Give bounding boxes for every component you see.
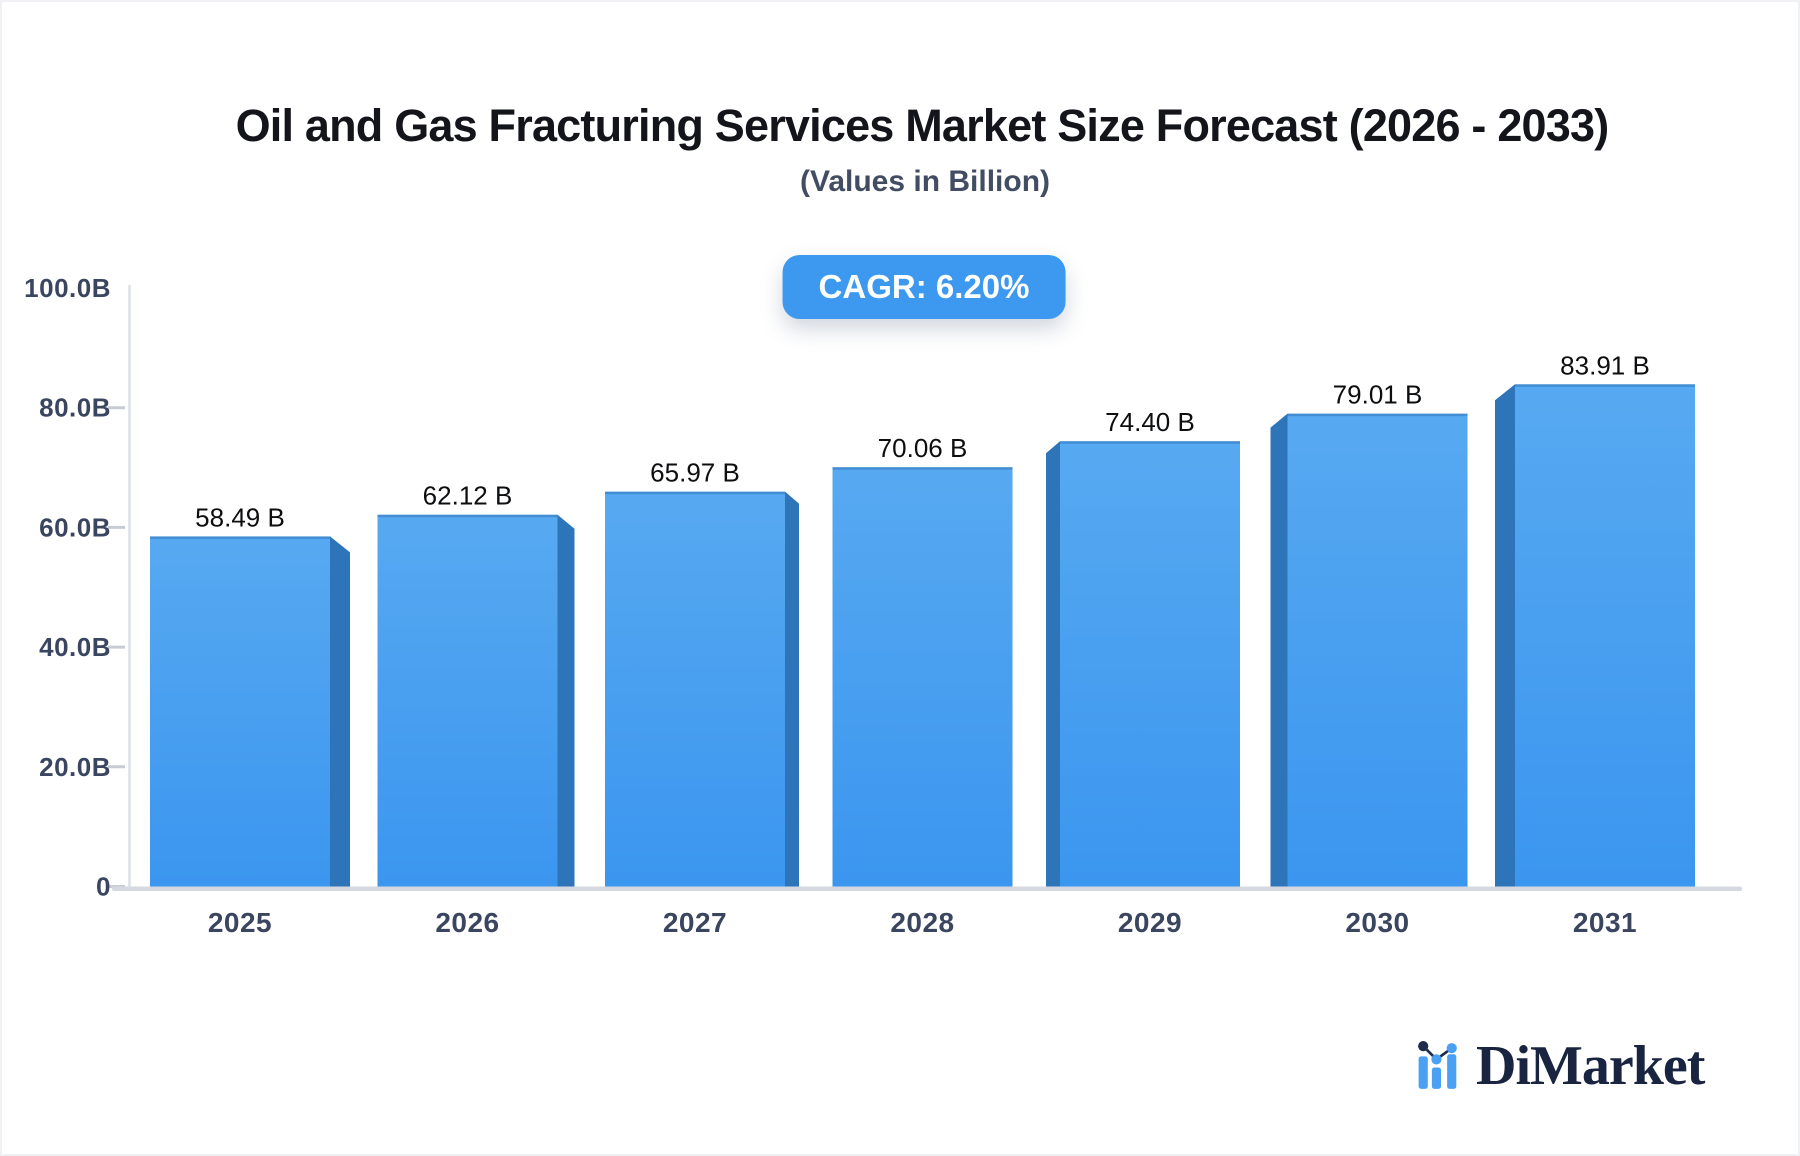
bar-side-face [330, 536, 350, 887]
bar-top-edge [1515, 384, 1695, 387]
x-axis-label: 2027 [663, 907, 727, 938]
bar-2027 [605, 491, 785, 887]
bar-value-label: 62.12 B [423, 481, 513, 511]
x-axis-baseline [112, 886, 1742, 891]
chart-title: Oil and Gas Fracturing Services Market S… [235, 100, 1610, 151]
bar-2026 [377, 514, 558, 887]
y-axis-label: 80.0B [39, 393, 111, 423]
bar-side-face [1270, 413, 1288, 887]
bar-2028 [832, 467, 1013, 887]
y-axis-label: 100.0B [24, 273, 111, 303]
chart-subtitle: (Values in Billion) [799, 165, 1051, 198]
x-axis-label: 2028 [890, 907, 954, 938]
bar-side-face [557, 514, 575, 887]
bar-top-edge [1060, 441, 1240, 444]
bar-side-face [785, 491, 799, 887]
bar-2031 [1515, 384, 1695, 887]
x-axis-label: 2025 [208, 907, 272, 938]
bar-2030 [1287, 413, 1468, 887]
x-axis-label: 2030 [1345, 907, 1409, 938]
bar-chart-with-trendline-icon [1418, 1041, 1457, 1089]
brand-name: DiMarket [1476, 1035, 1705, 1097]
y-axis-label: 40.0B [39, 632, 111, 662]
bar-value-label: 83.91 B [1560, 350, 1650, 380]
x-axis-label: 2029 [1118, 907, 1182, 938]
bar-top-edge [832, 467, 1013, 470]
bar-value-label: 58.49 B [195, 502, 285, 532]
y-axis-label: 0 [96, 872, 111, 902]
cagr-badge: CAGR: 6.20% [782, 255, 1066, 319]
bar-top-edge [605, 491, 785, 495]
x-axis-label: 2026 [435, 907, 499, 938]
bar-top-edge [377, 514, 558, 518]
bar-value-label: 70.06 B [878, 433, 968, 463]
bar-value-label: 65.97 B [650, 458, 740, 488]
bar-value-label: 79.01 B [1333, 380, 1423, 410]
y-axis-label: 20.0B [39, 752, 111, 782]
bar-2025 [150, 536, 330, 887]
bar-top-edge [1287, 413, 1468, 417]
bar-side-face [1046, 441, 1060, 887]
bar-side-face [1495, 384, 1515, 887]
brand-logo: DiMarket [1416, 1035, 1705, 1097]
bar-top-edge [150, 536, 330, 539]
x-axis-label: 2031 [1573, 907, 1637, 938]
bar-value-label: 74.40 B [1105, 407, 1195, 437]
bar-2029 [1060, 441, 1240, 887]
y-axis-label: 60.0B [39, 512, 111, 542]
